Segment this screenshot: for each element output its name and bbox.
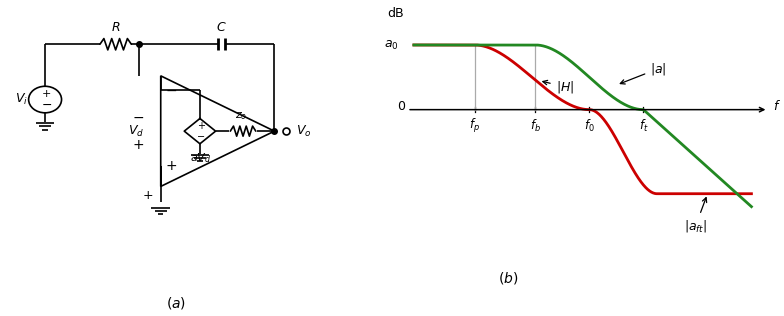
Text: $C$: $C$ bbox=[216, 21, 227, 34]
Text: −: − bbox=[198, 132, 205, 142]
Text: −: − bbox=[132, 111, 143, 125]
Text: $(b)$: $(b)$ bbox=[498, 270, 518, 286]
Text: 0: 0 bbox=[397, 100, 405, 113]
Text: $f_p$: $f_p$ bbox=[469, 118, 480, 135]
Text: +: + bbox=[166, 159, 177, 173]
Text: $|a|$: $|a|$ bbox=[620, 61, 666, 84]
Text: $aV_d$: $aV_d$ bbox=[190, 152, 212, 166]
Text: $(a)$: $(a)$ bbox=[166, 295, 187, 311]
Text: +: + bbox=[132, 138, 143, 152]
Text: −: − bbox=[166, 84, 177, 98]
Text: $f_b$: $f_b$ bbox=[530, 118, 541, 133]
Text: $V_d$: $V_d$ bbox=[128, 124, 144, 139]
Text: +: + bbox=[143, 189, 154, 203]
Text: $f$: $f$ bbox=[773, 100, 781, 113]
Text: $V_i$: $V_i$ bbox=[15, 92, 28, 107]
Text: $V_o$: $V_o$ bbox=[296, 124, 311, 139]
Text: −: − bbox=[42, 99, 52, 112]
Text: $|a_{ft}|$: $|a_{ft}|$ bbox=[684, 198, 707, 234]
Text: $|H|$: $|H|$ bbox=[543, 79, 574, 95]
Text: $a_0$: $a_0$ bbox=[384, 39, 399, 52]
Text: $z_o$: $z_o$ bbox=[235, 111, 247, 122]
Text: +: + bbox=[42, 89, 51, 100]
Text: $R$: $R$ bbox=[111, 21, 121, 34]
Text: $f_t$: $f_t$ bbox=[639, 118, 648, 133]
Text: $f_0$: $f_0$ bbox=[584, 118, 595, 133]
Text: +: + bbox=[198, 121, 205, 131]
Text: dB: dB bbox=[387, 8, 404, 21]
